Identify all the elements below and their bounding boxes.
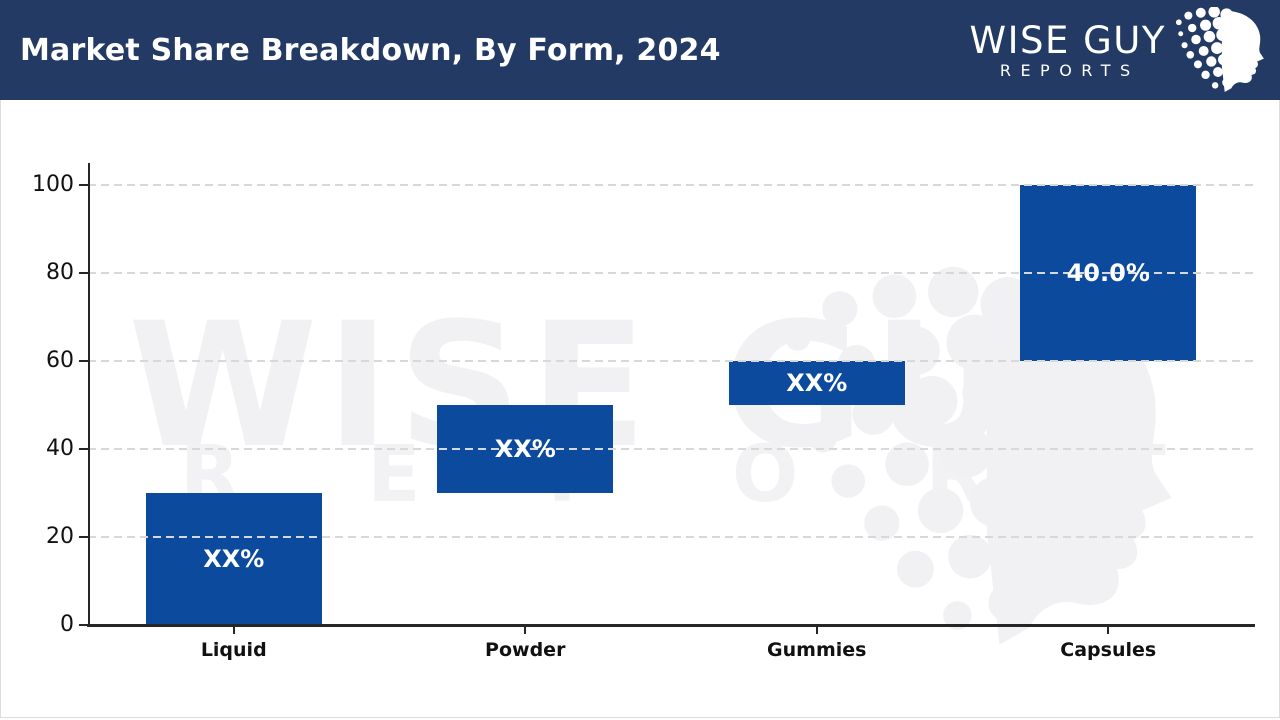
logo-head-dots-icon (1175, 7, 1264, 93)
watermark-text-1: WISE GUY (128, 285, 1153, 486)
y-tick (79, 624, 88, 626)
gridline-y100 (88, 184, 1254, 186)
gridline-y80 (88, 272, 1254, 274)
y-tick (79, 272, 88, 274)
y-tick-label: 40 (46, 436, 74, 461)
bar-liquid (145, 493, 322, 625)
logo-subtitle: REPORTS (999, 60, 1140, 80)
x-axis-line (87, 624, 1255, 627)
chart-area: WISE GUY R E P O R T S (0, 100, 1280, 720)
gridline-y20 (88, 536, 1254, 538)
bar-value-label: XX% (786, 369, 848, 397)
header-band: Market Share Breakdown, By Form, 2024 WI… (0, 0, 1280, 100)
y-tick (79, 360, 88, 362)
x-category-label-powder: Powder (485, 639, 566, 661)
logo-wordmark: WISE GUY (969, 18, 1166, 62)
y-tick (79, 536, 88, 538)
x-tick (524, 625, 527, 634)
gridline-y40 (88, 448, 1254, 450)
x-tick (232, 625, 235, 634)
y-tick-label: 100 (32, 172, 74, 197)
y-tick (79, 448, 88, 450)
y-axis-line (88, 163, 90, 627)
watermark-text-2: R E P O R T S (180, 430, 1280, 520)
y-tick-label: 20 (46, 524, 74, 549)
y-tick-label: 80 (46, 260, 74, 285)
page-title: Market Share Breakdown, By Form, 2024 (20, 32, 721, 68)
wiseguy-logo: WISE GUY REPORTS (970, 0, 1266, 100)
x-tick (815, 625, 818, 634)
y-tick (79, 184, 88, 186)
bar-value-label: 40.0% (1066, 259, 1150, 287)
y-tick-label: 0 (60, 612, 74, 637)
bar-value-label: XX% (494, 435, 556, 463)
logo-text: WISE GUY REPORTS (970, 22, 1166, 79)
x-category-label-capsules: Capsules (1060, 639, 1157, 661)
gridline-y60 (88, 360, 1254, 362)
y-tick-label: 60 (46, 348, 74, 373)
x-category-label-liquid: Liquid (200, 639, 267, 661)
bar-value-label: XX% (203, 545, 265, 573)
x-category-label-gummies: Gummies (767, 639, 867, 661)
